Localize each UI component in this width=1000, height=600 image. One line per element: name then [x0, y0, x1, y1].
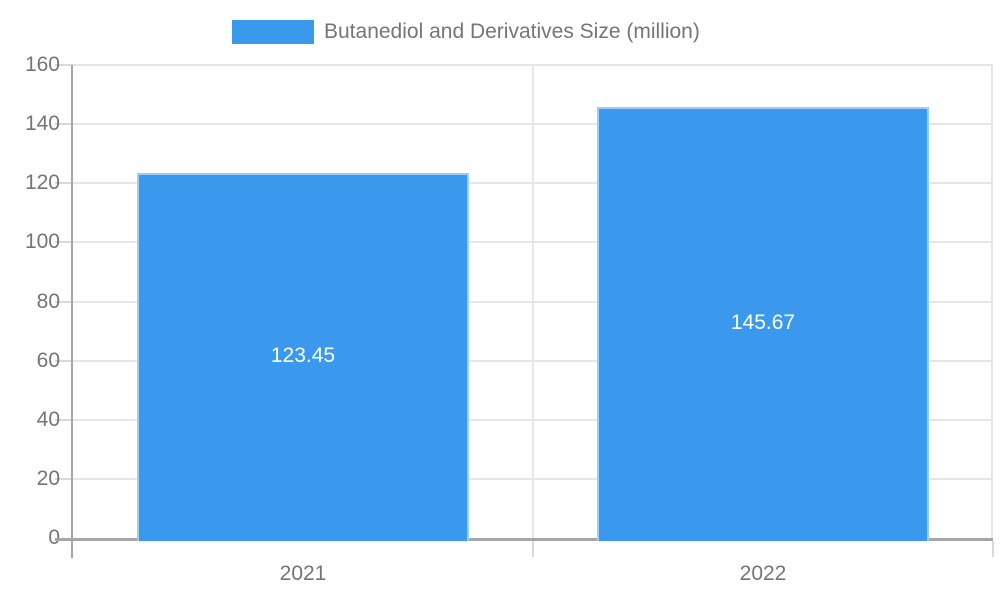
x-tick-mark	[992, 541, 994, 557]
legend-label: Butanediol and Derivatives Size (million…	[324, 20, 700, 43]
y-axis-label: 120	[24, 171, 60, 195]
y-axis-label: 100	[24, 230, 60, 254]
x-axis-label: 2021	[279, 562, 327, 585]
category-separator-gridline	[532, 65, 534, 538]
bar[interactable]	[597, 107, 929, 541]
x-tick-mark	[532, 541, 534, 557]
y-axis-label: 60	[36, 348, 60, 372]
y-axis-label: 0	[0, 525, 60, 551]
y-tick-mark	[55, 477, 73, 480]
y-axis-line	[71, 65, 73, 558]
y-tick-mark	[55, 123, 73, 126]
bar[interactable]	[137, 173, 469, 541]
bar-value-label: 145.67	[730, 310, 796, 334]
y-tick-mark	[55, 241, 73, 244]
x-axis-label: 2022	[739, 562, 787, 585]
y-axis-label: 160	[24, 53, 60, 76]
y-tick-mark	[55, 64, 73, 66]
y-tick-mark	[55, 300, 73, 303]
y-axis-label: 40	[36, 407, 60, 431]
y-tick-mark	[55, 182, 73, 185]
y-axis-label: 80	[36, 289, 60, 313]
y-tick-mark	[55, 418, 73, 421]
x-axis-line	[55, 538, 993, 541]
plot-right-border	[991, 65, 993, 538]
y-tick-mark	[55, 359, 73, 362]
y-axis-label: 140	[24, 112, 60, 136]
y-axis-label: 20	[36, 466, 60, 490]
legend-swatch-icon	[232, 20, 314, 44]
bar-value-label: 123.45	[270, 343, 336, 367]
